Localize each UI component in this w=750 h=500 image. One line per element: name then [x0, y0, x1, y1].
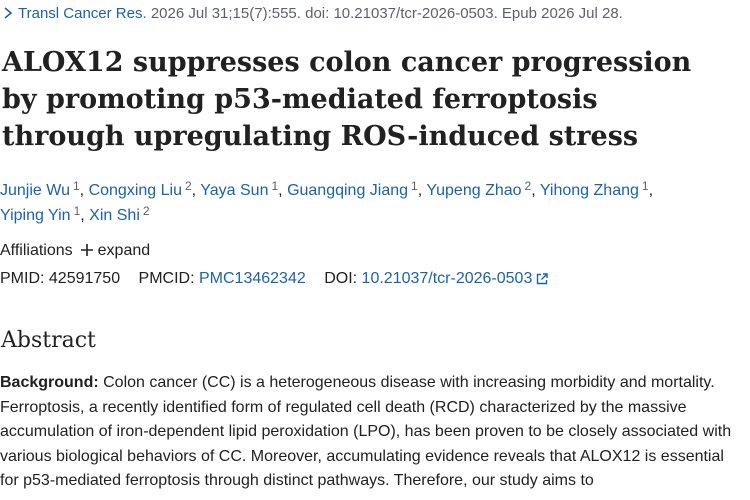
background-text: Colon cancer (CC) is a heterogeneous dis… [0, 374, 732, 489]
author: Yupeng Zhao 2, [426, 179, 536, 199]
author: Junjie Wu 1, [0, 179, 85, 199]
chevron-icon [4, 7, 13, 19]
author-name[interactable]: Xin Shi [89, 207, 140, 224]
article-title: ALOX12 suppresses colon cancer progressi… [2, 47, 692, 152]
author-separator: , [80, 207, 85, 224]
doi-label: DOI: [324, 270, 358, 287]
affiliation-number: 1 [72, 179, 80, 193]
author-name[interactable]: Junjie Wu [0, 182, 70, 199]
external-link-icon [537, 273, 549, 285]
expand-label: expand [97, 242, 151, 259]
abstract-heading: Abstract [1, 328, 96, 353]
author-list: Junjie Wu 1, Congxing Liu 2, Yaya Sun 1, Gu… [0, 178, 740, 228]
citation: Transl Cancer Res. 2026 Jul 31;15(7):555… [2, 5, 623, 22]
author-separator: , [278, 182, 283, 199]
author-separator: , [648, 182, 654, 199]
doi-link[interactable]: 10.21037/tcr-2026-0503 [362, 270, 549, 287]
identifiers: PMID: 42591750 PMCID: PMC13462342 DOI: 1… [0, 270, 549, 288]
author-separator: , [191, 182, 197, 199]
author-name[interactable]: Congxing Liu [88, 182, 182, 199]
affiliation-number: 1 [271, 179, 279, 193]
affiliation-number: 1 [641, 179, 649, 193]
author-name[interactable]: Guangqing Jiang [287, 182, 409, 199]
author: Xin Shi 2 [89, 204, 150, 224]
affiliation-number: 2 [524, 179, 532, 193]
pmid: 42591750 [48, 270, 121, 287]
pmcid-label: PMCID: [138, 270, 195, 287]
author: Congxing Liu 2, [88, 179, 197, 199]
author-separator: , [79, 182, 85, 199]
citation-details: 2026 Jul 31;15(7):555. doi: 10.21037/tcr… [150, 5, 623, 22]
doi-text: 10.21037/tcr-2026-0503 [361, 270, 533, 287]
author-separator: , [531, 182, 536, 199]
author: Yaya Sun 1, [200, 179, 283, 199]
affiliation-number: 2 [142, 204, 150, 218]
pmid-label: PMID: [0, 270, 45, 287]
author: Guangqing Jiang 1, [287, 179, 423, 199]
affiliations: Affiliations expand [0, 242, 150, 260]
author-name[interactable]: Yupeng Zhao [426, 182, 522, 199]
author-name[interactable]: Yaya Sun [200, 182, 269, 199]
expand-button[interactable]: expand [73, 242, 151, 260]
pmcid-link[interactable]: PMC13462342 [199, 270, 306, 287]
affiliation-number: 2 [184, 179, 192, 193]
author-separator: , [417, 182, 423, 199]
author: Yihong Zhang 1, [539, 179, 654, 199]
background-label: Background: [0, 374, 99, 391]
author: Yiping Yin 1, [0, 204, 85, 224]
author-name[interactable]: Yiping Yin [0, 207, 71, 224]
affiliation-number: 1 [73, 204, 81, 218]
journal-link[interactable]: Transl Cancer Res. [18, 5, 147, 22]
affiliation-number: 1 [411, 179, 418, 193]
abstract-text: Background: Colon cancer (CC) is a heter… [0, 371, 742, 494]
author-name[interactable]: Yihong Zhang [539, 182, 639, 199]
affiliations-label: Affiliations [0, 242, 73, 259]
plus-icon [80, 244, 93, 256]
